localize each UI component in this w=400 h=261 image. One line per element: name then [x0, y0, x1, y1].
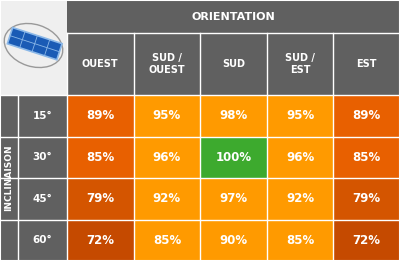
- Bar: [18, 178, 67, 220]
- Text: SUD /
OUEST: SUD / OUEST: [148, 53, 185, 75]
- Bar: [18, 220, 67, 261]
- Text: 79%: 79%: [86, 192, 114, 205]
- Bar: [333, 95, 400, 137]
- Text: 85%: 85%: [86, 151, 114, 164]
- Text: 92%: 92%: [153, 192, 181, 205]
- Text: 89%: 89%: [86, 109, 114, 122]
- Text: 30°: 30°: [33, 152, 52, 162]
- Bar: [200, 33, 267, 95]
- Bar: [333, 137, 400, 178]
- Text: 85%: 85%: [286, 234, 314, 247]
- Bar: [267, 220, 333, 261]
- Text: 85%: 85%: [153, 234, 181, 247]
- Text: 89%: 89%: [352, 109, 381, 122]
- Text: 96%: 96%: [153, 151, 181, 164]
- Text: EST: EST: [356, 59, 377, 69]
- Text: 72%: 72%: [86, 234, 114, 247]
- Bar: [67, 220, 134, 261]
- Bar: [67, 33, 134, 95]
- Text: 45°: 45°: [33, 194, 52, 204]
- Text: INCLINAISON: INCLINAISON: [4, 145, 14, 211]
- Text: 95%: 95%: [286, 109, 314, 122]
- Bar: [267, 33, 333, 95]
- Text: 60°: 60°: [33, 235, 52, 245]
- Bar: [0, 95, 18, 261]
- Bar: [200, 95, 267, 137]
- Bar: [200, 220, 267, 261]
- Text: 85%: 85%: [352, 151, 381, 164]
- Text: 79%: 79%: [353, 192, 381, 205]
- Bar: [200, 178, 267, 220]
- Bar: [267, 137, 333, 178]
- FancyBboxPatch shape: [7, 28, 62, 60]
- Bar: [134, 95, 200, 137]
- Bar: [67, 178, 134, 220]
- Bar: [67, 0, 400, 33]
- Text: 96%: 96%: [286, 151, 314, 164]
- Text: 100%: 100%: [216, 151, 252, 164]
- Bar: [333, 178, 400, 220]
- Text: 95%: 95%: [153, 109, 181, 122]
- Text: 97%: 97%: [220, 192, 248, 205]
- Text: ORIENTATION: ORIENTATION: [192, 11, 275, 21]
- Bar: [18, 137, 67, 178]
- Bar: [67, 95, 134, 137]
- Bar: [18, 95, 67, 137]
- Bar: [134, 220, 200, 261]
- Bar: [267, 95, 333, 137]
- Text: OUEST: OUEST: [82, 59, 119, 69]
- Bar: [267, 178, 333, 220]
- Text: 92%: 92%: [286, 192, 314, 205]
- Bar: [134, 137, 200, 178]
- Text: SUD /
EST: SUD / EST: [285, 53, 315, 75]
- Text: 98%: 98%: [219, 109, 248, 122]
- Bar: [0, 0, 67, 95]
- Bar: [333, 220, 400, 261]
- Text: 15°: 15°: [33, 111, 52, 121]
- Bar: [333, 33, 400, 95]
- Bar: [200, 137, 267, 178]
- Bar: [67, 137, 134, 178]
- Text: 72%: 72%: [353, 234, 381, 247]
- Text: 90%: 90%: [220, 234, 248, 247]
- Text: SUD: SUD: [222, 59, 245, 69]
- Bar: [134, 33, 200, 95]
- Bar: [134, 178, 200, 220]
